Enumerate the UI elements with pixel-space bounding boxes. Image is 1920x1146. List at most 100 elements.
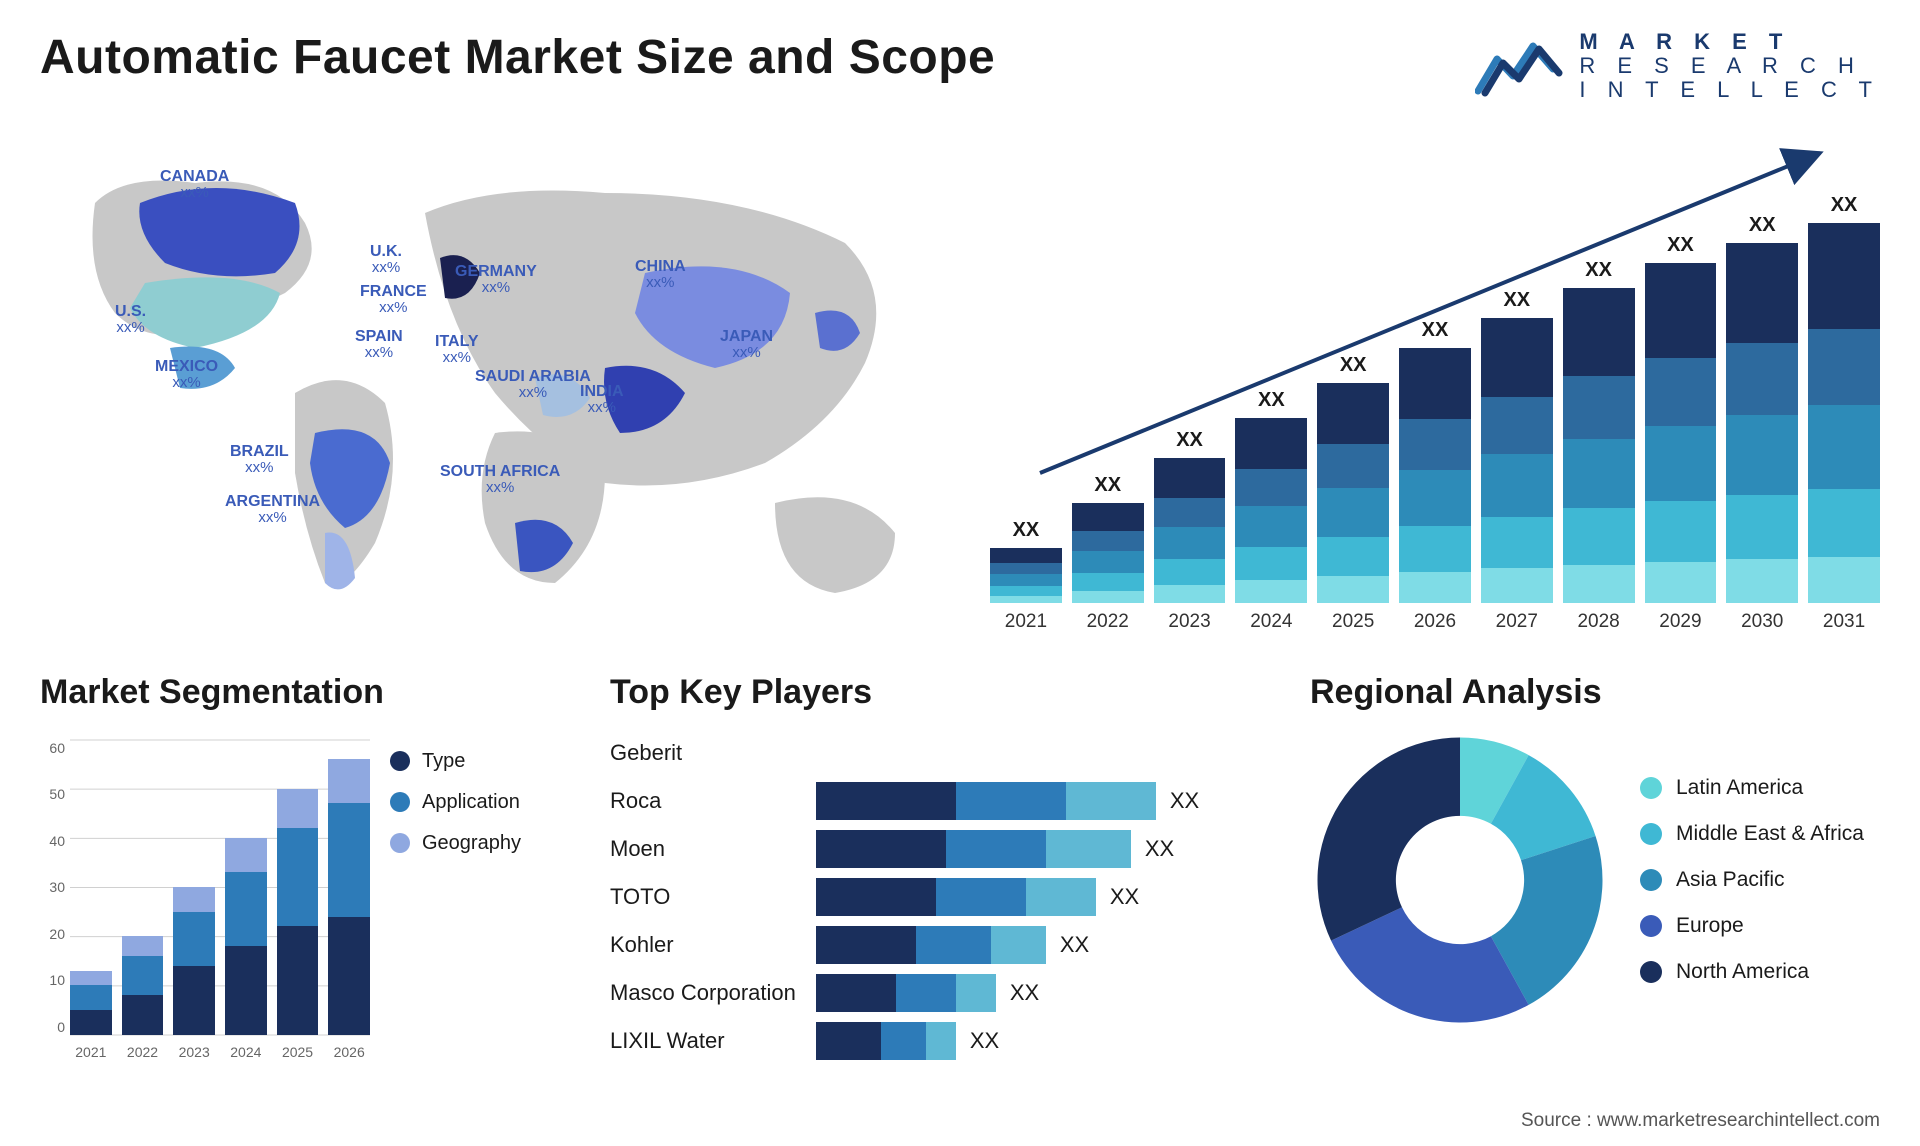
region-legend-item: Europe (1640, 914, 1864, 938)
forecast-value-label: XX (1422, 319, 1449, 342)
map-label-germany: GERMANYxx% (455, 263, 537, 297)
seg-year-label: 2026 (328, 1044, 370, 1060)
segmentation-legend: TypeApplicationGeography (390, 750, 521, 1060)
forecast-stack (1072, 503, 1144, 603)
forecast-value-label: XX (1585, 259, 1612, 282)
page-title: Automatic Faucet Market Size and Scope (40, 30, 995, 85)
forecast-bar-2022: XX (1072, 474, 1144, 603)
forecast-year-label: 2023 (1154, 611, 1226, 633)
forecast-bar-2027: XX (1481, 289, 1553, 603)
seg-ytick: 60 (40, 740, 65, 756)
map-label-spain: SPAINxx% (355, 328, 403, 362)
map-label-argentina: ARGENTINAxx% (225, 493, 320, 527)
player-name: TOTO (610, 878, 796, 916)
forecast-year-label: 2030 (1726, 611, 1798, 633)
legend-dot (390, 751, 410, 771)
legend-label: Type (422, 750, 465, 773)
forecast-bar-2031: XX (1808, 194, 1880, 603)
forecast-stack (1808, 223, 1880, 603)
player-value: XX (1145, 836, 1174, 862)
seg-ytick: 40 (40, 833, 65, 849)
player-row: XX (816, 878, 1280, 916)
seg-ytick: 50 (40, 786, 65, 802)
forecast-value-label: XX (1176, 429, 1203, 452)
region-legend-item: Middle East & Africa (1640, 822, 1864, 846)
segmentation-chart: 6050403020100 202120222023202420252026 (40, 730, 370, 1060)
forecast-stack (1726, 243, 1798, 603)
legend-dot (1640, 961, 1662, 983)
forecast-stack (1317, 383, 1389, 603)
forecast-stack (1154, 458, 1226, 603)
forecast-stack (1645, 263, 1717, 603)
player-name: Masco Corporation (610, 974, 796, 1012)
players-panel: Top Key Players GeberitRocaMoenTOTOKohle… (610, 673, 1280, 1093)
logo-icon (1475, 31, 1565, 101)
forecast-year-label: 2028 (1563, 611, 1635, 633)
legend-label: Europe (1676, 914, 1744, 938)
player-bar (816, 926, 1046, 964)
segmentation-title: Market Segmentation (40, 673, 580, 712)
map-label-japan: JAPANxx% (720, 328, 773, 362)
legend-label: Application (422, 791, 520, 814)
seg-bar-2021 (70, 971, 112, 1035)
world-map-panel: CANADAxx%U.S.xx%MEXICOxx%BRAZILxx%ARGENT… (40, 133, 950, 633)
legend-dot (1640, 869, 1662, 891)
player-value: XX (1060, 932, 1089, 958)
players-title: Top Key Players (610, 673, 1280, 712)
seg-year-label: 2025 (277, 1044, 319, 1060)
forecast-value-label: XX (1667, 234, 1694, 257)
player-bar (816, 974, 996, 1012)
forecast-value-label: XX (1831, 194, 1858, 217)
map-label-india: INDIAxx% (580, 383, 624, 417)
map-label-italy: ITALYxx% (435, 333, 479, 367)
seg-bar-2025 (277, 789, 319, 1035)
seg-bar-2023 (173, 887, 215, 1034)
forecast-year-label: 2022 (1072, 611, 1144, 633)
seg-year-label: 2022 (122, 1044, 164, 1060)
seg-year-label: 2023 (173, 1044, 215, 1060)
player-bar (816, 1022, 956, 1060)
forecast-stack (1481, 318, 1553, 603)
seg-bar-2026 (328, 759, 370, 1034)
brand-logo: M A R K E T R E S E A R C H I N T E L L … (1475, 30, 1880, 103)
legend-dot (1640, 823, 1662, 845)
player-name: Moen (610, 830, 796, 868)
forecast-value-label: XX (1340, 354, 1367, 377)
seg-legend-item: Application (390, 791, 521, 814)
player-value: XX (1170, 788, 1199, 814)
legend-label: Middle East & Africa (1676, 822, 1864, 846)
map-label-u-s-: U.S.xx% (115, 303, 146, 337)
forecast-value-label: XX (1749, 214, 1776, 237)
legend-label: Asia Pacific (1676, 868, 1785, 892)
legend-label: North America (1676, 960, 1809, 984)
seg-ytick: 0 (40, 1019, 65, 1035)
seg-year-label: 2021 (70, 1044, 112, 1060)
map-label-china: CHINAxx% (635, 258, 686, 292)
source-attribution: Source : www.marketresearchintellect.com (1521, 1110, 1880, 1132)
player-value: XX (1010, 980, 1039, 1006)
forecast-value-label: XX (1094, 474, 1121, 497)
top-row: CANADAxx%U.S.xx%MEXICOxx%BRAZILxx%ARGENT… (40, 133, 1880, 633)
forecast-year-label: 2026 (1399, 611, 1471, 633)
region-legend-item: North America (1640, 960, 1864, 984)
forecast-bar-2025: XX (1317, 354, 1389, 603)
forecast-chart: XXXXXXXXXXXXXXXXXXXXXX 20212022202320242… (990, 133, 1880, 633)
player-name: Roca (610, 782, 796, 820)
player-value: XX (970, 1028, 999, 1054)
forecast-bar-2030: XX (1726, 214, 1798, 603)
forecast-bar-2029: XX (1645, 234, 1717, 603)
player-row: XX (816, 926, 1280, 964)
logo-text: M A R K E T R E S E A R C H I N T E L L … (1579, 30, 1880, 103)
forecast-bar-2021: XX (990, 519, 1062, 603)
player-value: XX (1110, 884, 1139, 910)
forecast-bar-2024: XX (1235, 389, 1307, 603)
forecast-bar-2028: XX (1563, 259, 1635, 603)
forecast-stack (1235, 418, 1307, 603)
header: Automatic Faucet Market Size and Scope M… (40, 30, 1880, 103)
forecast-year-label: 2031 (1808, 611, 1880, 633)
player-bar (816, 830, 1131, 868)
forecast-stack (990, 548, 1062, 603)
legend-dot (1640, 777, 1662, 799)
map-label-saudi-arabia: SAUDI ARABIAxx% (475, 368, 591, 402)
seg-legend-item: Type (390, 750, 521, 773)
